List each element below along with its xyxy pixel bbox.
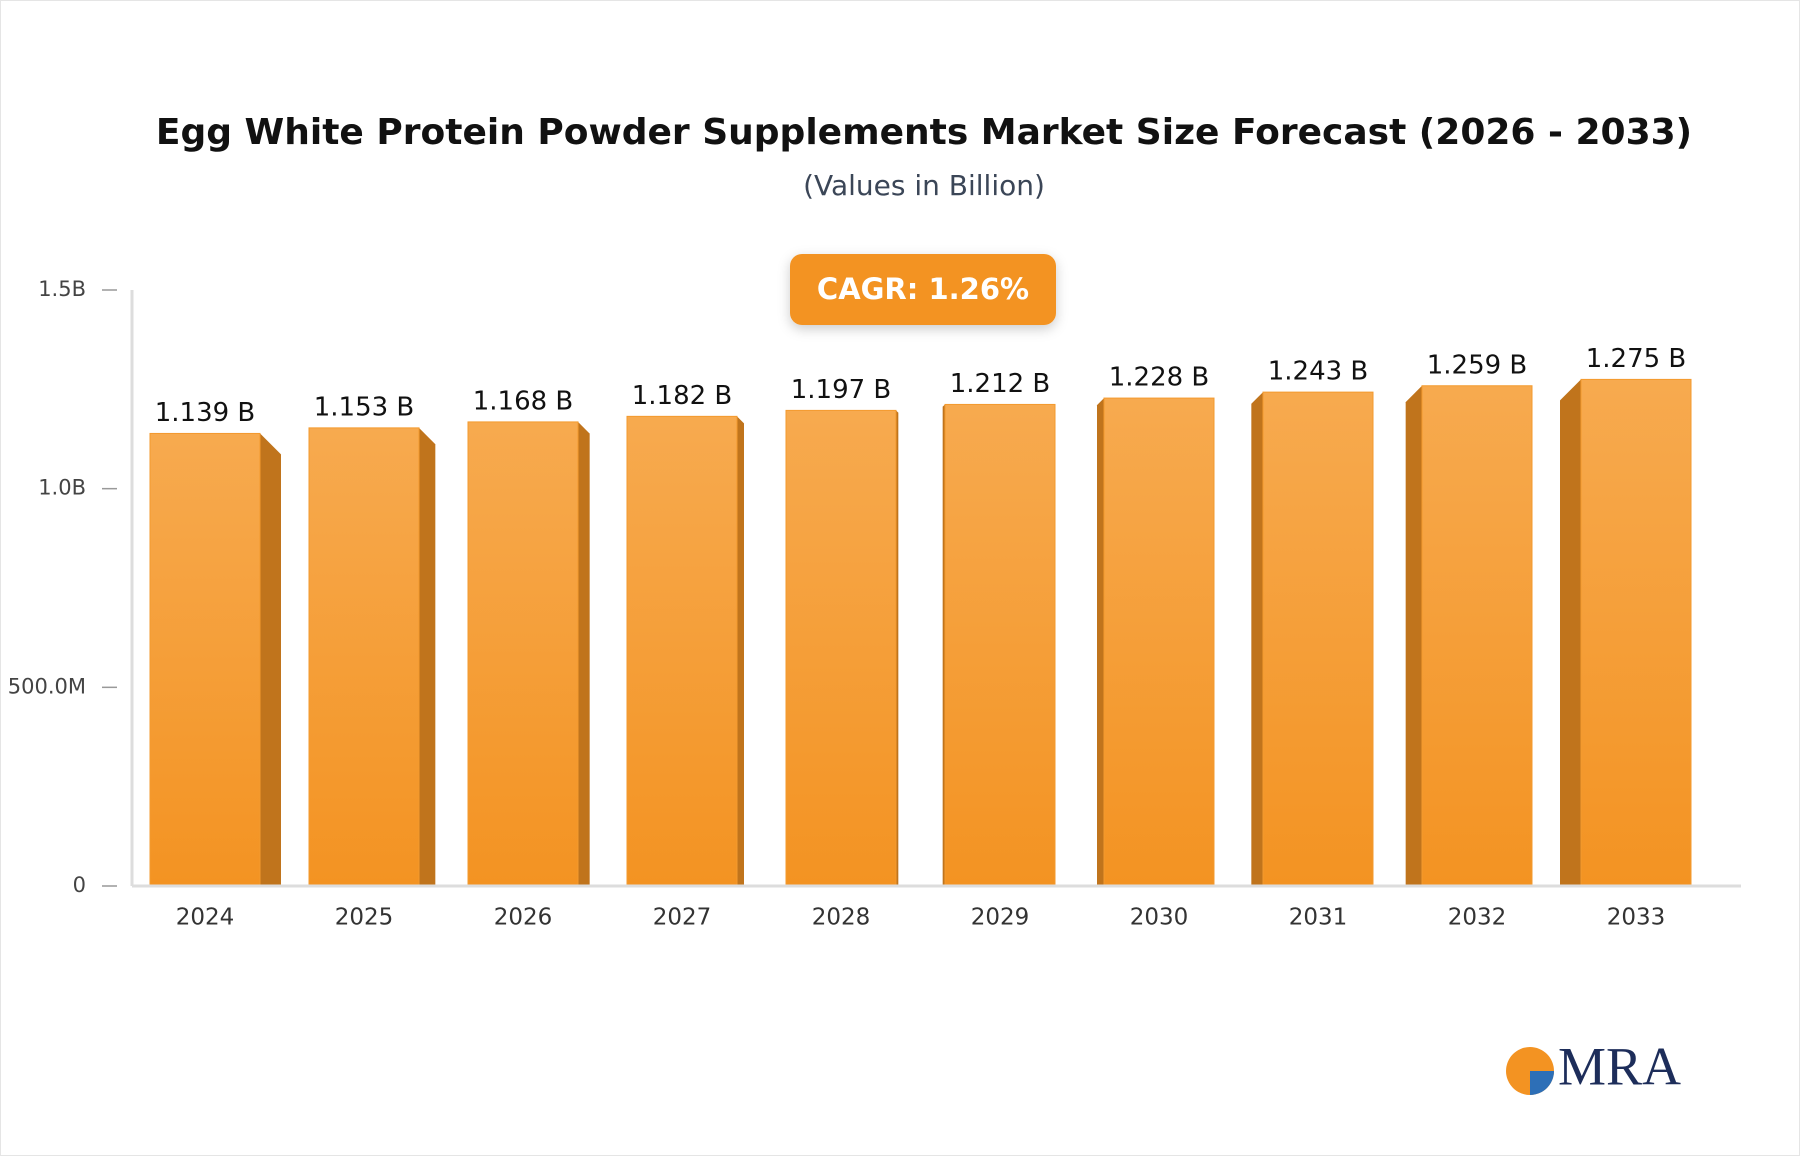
x-tick-label: 2027 [653,905,712,931]
annotation: CAGR: 1.26% [817,272,1029,306]
y-tick-label: 500.0M [8,674,86,698]
value-label: 1.139 B [155,398,256,428]
y-tick-label: 1.5B [38,277,86,301]
x-tick-label: 2033 [1607,905,1666,931]
bar [1262,391,1374,887]
bar [785,409,897,887]
bar [1421,385,1533,887]
bar-side [1097,398,1104,886]
bar [626,415,738,887]
bar-side [419,427,436,886]
logo-text: MRA [1558,1036,1681,1096]
value-label: 1.243 B [1268,357,1369,387]
x-tick-label: 2031 [1289,905,1348,931]
chart-title: Egg White Protein Powder Supplements Mar… [156,112,1692,153]
x-tick-label: 2030 [1130,905,1189,931]
y-tick-label: 1.0B [38,476,86,500]
bar-side [942,404,945,886]
bar [308,427,420,887]
x-tick-label: 2029 [971,905,1030,931]
bar [1103,397,1215,887]
x-tick-label: 2032 [1448,905,1507,931]
bar-side [1405,385,1422,886]
bar-side [1251,392,1263,886]
bar-side [896,410,899,886]
chart-subtitle: (Values in Billion) [803,169,1045,202]
value-label: 1.153 B [314,392,415,422]
value-label: 1.197 B [791,375,892,405]
x-tick-label: 2024 [176,905,235,931]
value-label: 1.168 B [473,386,574,416]
bar [467,421,579,887]
bar [149,432,261,887]
value-label: 1.182 B [632,381,733,411]
value-label: 1.275 B [1586,344,1687,374]
logo-icon-part [1530,1071,1554,1095]
value-label: 1.259 B [1427,350,1528,380]
x-tick-label: 2028 [812,905,871,931]
bar-side [260,433,281,886]
annotation-box [790,254,1056,325]
value-label: 1.228 B [1109,363,1210,393]
bar-side [1560,379,1581,886]
bar-side [578,421,590,886]
bar [944,403,1056,887]
y-tick-label: 0 [73,873,86,897]
bar [1580,378,1692,887]
value-label: 1.212 B [950,369,1051,399]
logo: MRA [1506,1036,1681,1096]
x-tick-label: 2026 [494,905,553,931]
x-tick-label: 2025 [335,905,394,931]
bar-side [737,416,744,886]
